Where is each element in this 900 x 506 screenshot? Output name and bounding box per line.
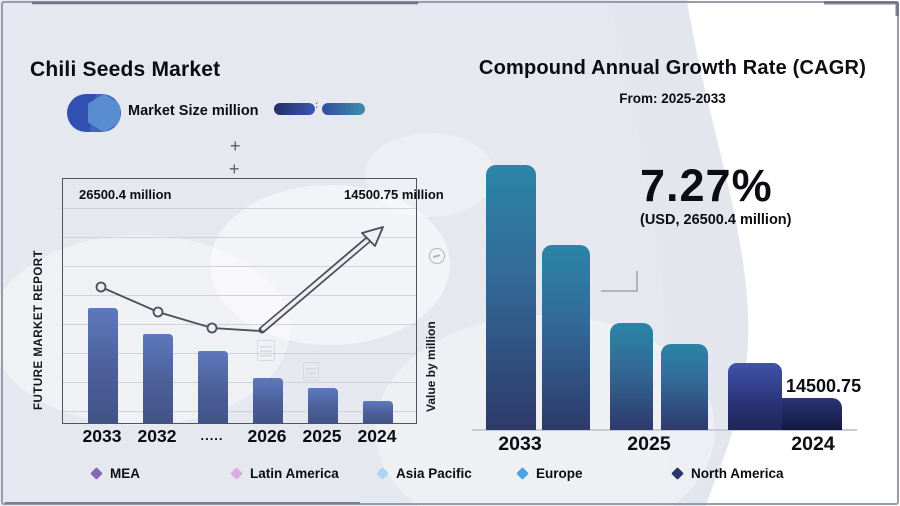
x-label-2032: 2032 — [137, 426, 177, 446]
market-size-bar-2026 — [253, 378, 283, 423]
legend-label: Asia Pacific — [396, 466, 472, 481]
future-market-report-watermark: FUTURE MARKET REPORT — [33, 249, 45, 410]
document-watermark-icon — [257, 340, 275, 361]
cagr-period: From: 2025-2033 — [619, 91, 726, 106]
market-size-bar-2024 — [363, 401, 393, 423]
legend-item-europe: Europe — [516, 466, 583, 481]
legend-label: North America — [691, 466, 784, 481]
cagr-bar-2033-2 — [542, 245, 590, 430]
value-by-million-axis-label: Value by million — [424, 321, 438, 412]
legend-diamond-icon — [671, 467, 684, 480]
gridline — [63, 208, 416, 209]
cagr-bar-2024-1 — [728, 363, 782, 430]
market-size-bar-2025 — [308, 388, 338, 423]
min-value-label: 14500.75 million — [344, 187, 444, 202]
plus-mark-icon: + — [229, 159, 240, 179]
legend-label: Europe — [536, 466, 583, 481]
gridline — [63, 382, 416, 383]
gridline — [63, 324, 416, 325]
ratio-pill-dark — [274, 103, 315, 115]
cagr-bar-2033-1 — [486, 165, 536, 430]
x-label-.....: ..... — [200, 428, 224, 443]
left-chart-x-axis: 2033 2032..... 2026 2025 2024 — [0, 426, 450, 448]
plus-mark-icon: + — [230, 136, 241, 156]
annotation-value: 14500.75 — [786, 376, 862, 396]
gridline — [63, 353, 416, 354]
legend-item-north-america: North America — [671, 466, 784, 481]
document-watermark-icon — [303, 362, 319, 381]
market-size-bar-2033 — [88, 308, 118, 423]
right-chart-x-axis: 2033 2025 2024 — [0, 433, 900, 457]
cagr-bar-2024-2 — [782, 398, 842, 430]
legend-diamond-icon — [230, 467, 243, 480]
legend-diamond-icon — [376, 467, 389, 480]
legend-diamond-icon — [90, 467, 103, 480]
legend-item-asia-pacific: Asia Pacific — [376, 466, 472, 481]
cagr-bar-2025-1 — [610, 323, 653, 430]
market-size-bar-..... — [198, 351, 228, 423]
hexagon-facet-icon — [88, 94, 120, 132]
cagr-basis: (USD, 26500.4 million) — [640, 212, 792, 228]
step-line-decoration — [601, 271, 638, 292]
legend-label: Latin America — [250, 466, 339, 481]
legend-label: MEA — [110, 466, 140, 481]
x-label-2033: 2033 — [498, 433, 542, 455]
gridline — [63, 411, 416, 412]
ratio-separator: : — [315, 100, 319, 111]
x-label-2025: 2025 — [302, 426, 342, 446]
gridline — [63, 237, 416, 238]
x-label-2024: 2024 — [357, 426, 397, 446]
x-label-2024: 2024 — [791, 433, 835, 455]
x-label-2033: 2033 — [82, 426, 122, 446]
x-label-2025: 2025 — [627, 433, 671, 455]
max-value-label: 26500.4 million — [79, 187, 172, 202]
legend-diamond-icon — [516, 467, 529, 480]
market-size-legend-label: Market Size million — [128, 103, 259, 119]
legend-item-latin-america: Latin America — [230, 466, 339, 481]
market-size-bar-2032 — [143, 334, 173, 423]
legend-item-mea: MEA — [90, 466, 140, 481]
ratio-pill-teal — [322, 103, 365, 115]
page-title: Chili Seeds Market — [30, 58, 221, 81]
cagr-title: Compound Annual Growth Rate (CAGR) — [478, 57, 867, 79]
cagr-bar-2025-2 — [661, 344, 708, 430]
market-size-icon — [67, 94, 121, 132]
right-chart-axis — [472, 429, 857, 431]
x-label-2026: 2026 — [247, 426, 287, 446]
gridline — [63, 266, 416, 267]
gridline — [63, 295, 416, 296]
market-size-chart: 26500.4 million 14500.75 million — [62, 178, 444, 424]
cagr-value: 7.27% — [640, 160, 773, 211]
trend-line-arrow — [95, 226, 384, 334]
